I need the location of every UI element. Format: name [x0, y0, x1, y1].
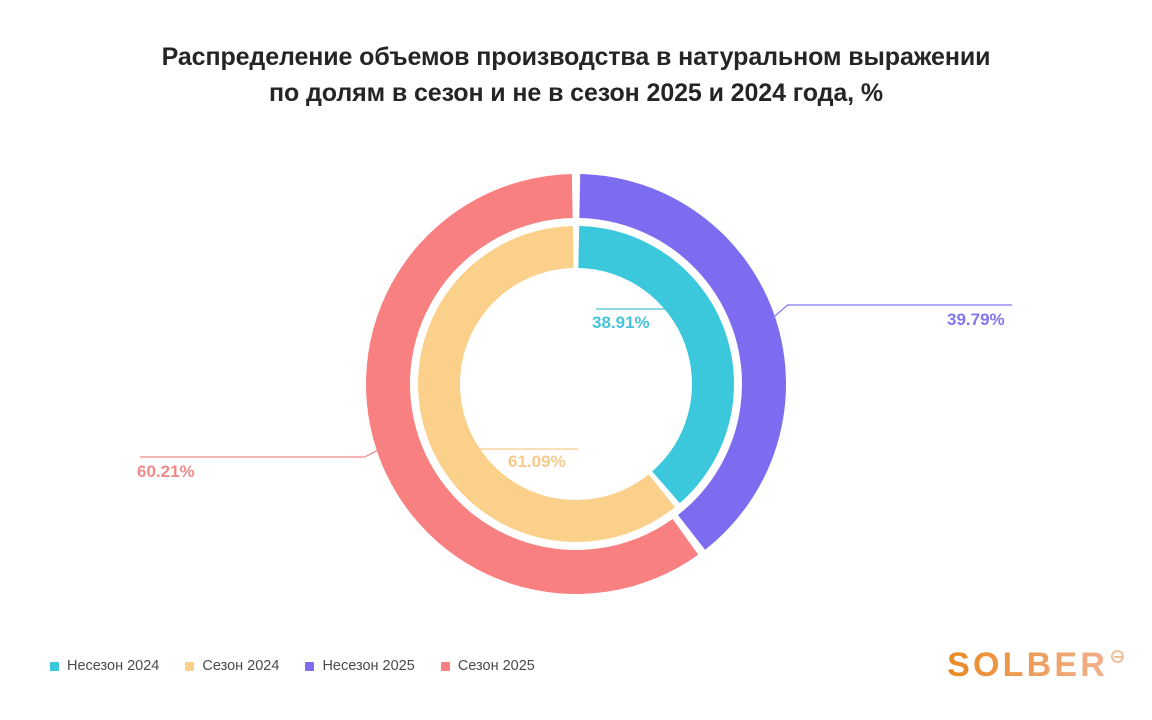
arc-neseason-2025[interactable]	[579, 174, 787, 550]
legend-swatch-icon	[440, 661, 450, 671]
leader-line-season-2024	[462, 424, 578, 450]
legend-swatch-icon	[305, 661, 315, 671]
data-label-neseason-2025: 39.79%	[947, 310, 1005, 329]
legend-item-label: Несезон 2025	[322, 658, 415, 674]
leader-lines	[140, 304, 1012, 458]
leader-line-neseason-2024	[596, 308, 690, 344]
legend-swatch-icon	[185, 661, 195, 671]
chart-legend: Несезон 2024 Сезон 2024 Несезон 2025 Сез…	[50, 658, 535, 674]
legend-item-neseason-2025[interactable]: Несезон 2025	[305, 658, 415, 674]
legend-swatch-icon	[50, 661, 59, 671]
data-label-season-2025: 60.21%	[137, 462, 195, 481]
page-title: Распределение объемов производства в нат…	[161, 43, 991, 107]
arc-neseason-2024[interactable]	[578, 226, 735, 504]
brand-wordmark: SOLBER	[947, 646, 1108, 684]
leader-line-neseason-2025	[771, 304, 1012, 320]
legend-item-season-2025[interactable]: Сезон 2025	[440, 658, 535, 674]
legend-item-season-2024[interactable]: Сезон 2024	[185, 658, 279, 674]
leader-line-season-2025	[140, 448, 381, 458]
brand-logo: SOLBER	[947, 648, 1124, 682]
legend-item-label: Сезон 2024	[202, 658, 280, 674]
arc-season-2025[interactable]	[366, 174, 699, 594]
data-label-neseason-2024: 38.91%	[592, 313, 650, 332]
inner-ring-2024	[417, 226, 735, 542]
data-label-season-2024: 61.09%	[508, 452, 566, 471]
outer-ring-2025	[366, 174, 787, 594]
arc-season-2024[interactable]	[417, 226, 675, 542]
brand-mark-icon	[1111, 650, 1124, 663]
legend-item-neseason-2024[interactable]: Несезон 2024	[50, 658, 159, 674]
legend-item-label: Несезон 2024	[67, 658, 160, 674]
legend-item-label: Сезон 2025	[457, 658, 535, 674]
